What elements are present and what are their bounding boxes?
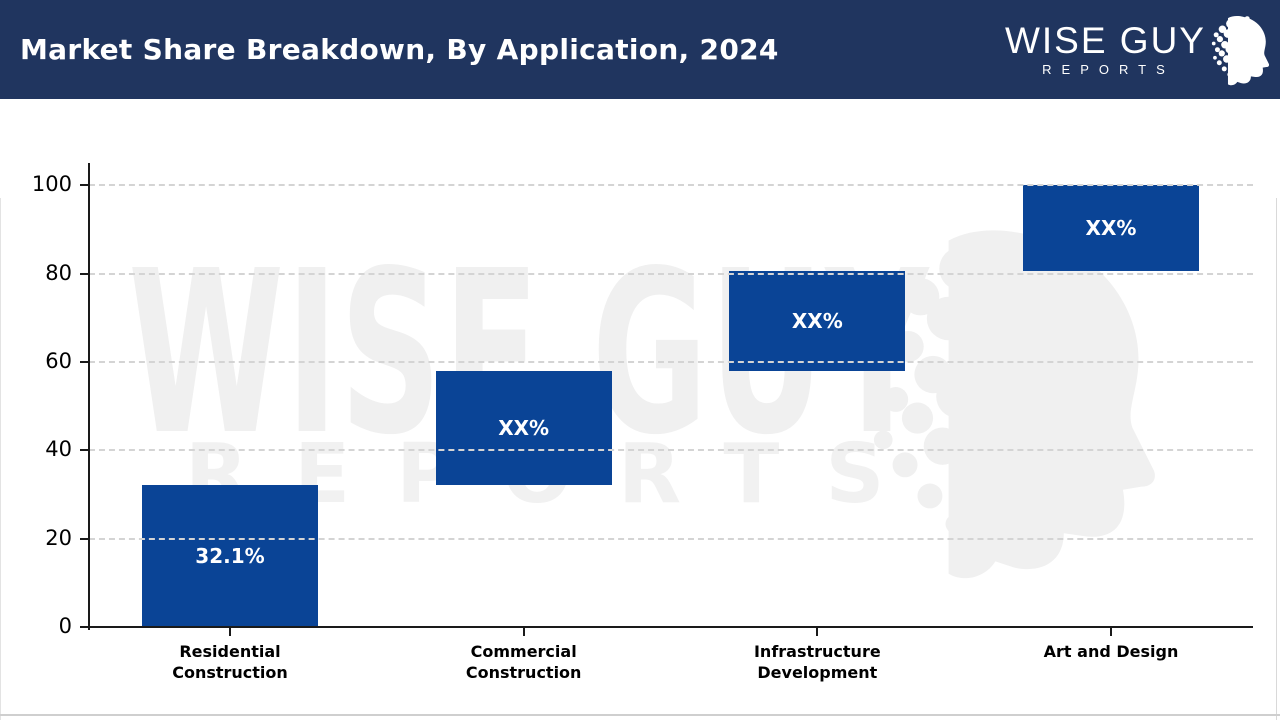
bar: 32.1% xyxy=(142,485,318,627)
y-tick-label: 80 xyxy=(45,260,72,285)
y-tick-mark xyxy=(80,184,88,187)
bar-value-label: XX% xyxy=(1085,216,1137,241)
bar-value-label: XX% xyxy=(791,309,843,334)
y-tick-label: 20 xyxy=(45,525,72,550)
y-tick-mark xyxy=(80,537,88,540)
logo-text: WISE GUY REPORTS xyxy=(1005,22,1206,77)
gridline xyxy=(89,361,1253,364)
chart-area: WISE GUY REPORTS 32.1%XX%XX%XX% 02040608… xyxy=(0,99,1280,720)
x-tick-label: Commercial Construction xyxy=(465,642,582,682)
gridline xyxy=(89,449,1253,452)
bar-value-label: 32.1% xyxy=(195,544,265,569)
left-border xyxy=(0,198,1,720)
y-tick-mark xyxy=(80,449,88,452)
x-axis-line xyxy=(88,626,1253,628)
bar: XX% xyxy=(1023,185,1199,272)
x-tick-mark xyxy=(522,628,525,636)
page-title: Market Share Breakdown, By Application, … xyxy=(20,33,779,66)
bar: XX% xyxy=(729,271,906,372)
y-tick-label: 100 xyxy=(31,172,72,197)
wiseguy-logo: WISE GUY REPORTS xyxy=(1005,0,1272,99)
bar-value-label: XX% xyxy=(498,416,550,441)
gridline xyxy=(89,272,1253,275)
gridline xyxy=(89,537,1253,540)
x-tick-label: Infrastructure Development xyxy=(753,642,881,682)
header: Market Share Breakdown, By Application, … xyxy=(0,0,1280,99)
y-tick-label: 40 xyxy=(45,437,72,462)
bar: XX% xyxy=(435,371,612,486)
logo-brand-text: WISE GUY xyxy=(1004,20,1206,61)
bottom-border xyxy=(0,714,1280,716)
gridline xyxy=(89,184,1253,187)
y-tick-label: 0 xyxy=(58,614,72,638)
right-border xyxy=(1276,198,1277,720)
logo-sub-text: REPORTS xyxy=(1042,62,1175,77)
wiseguy-head-icon xyxy=(1211,15,1270,85)
x-tick-mark xyxy=(1110,628,1112,636)
x-tick-mark xyxy=(229,628,231,636)
y-tick-mark xyxy=(80,626,88,628)
x-tick-mark xyxy=(816,628,819,636)
y-tick-label: 60 xyxy=(45,349,72,374)
x-tick-label: Residential Construction xyxy=(172,642,288,682)
y-tick-mark xyxy=(80,272,88,275)
y-tick-mark xyxy=(80,361,88,364)
x-tick-label: Art and Design xyxy=(1043,642,1179,661)
y-axis-line xyxy=(88,163,90,630)
